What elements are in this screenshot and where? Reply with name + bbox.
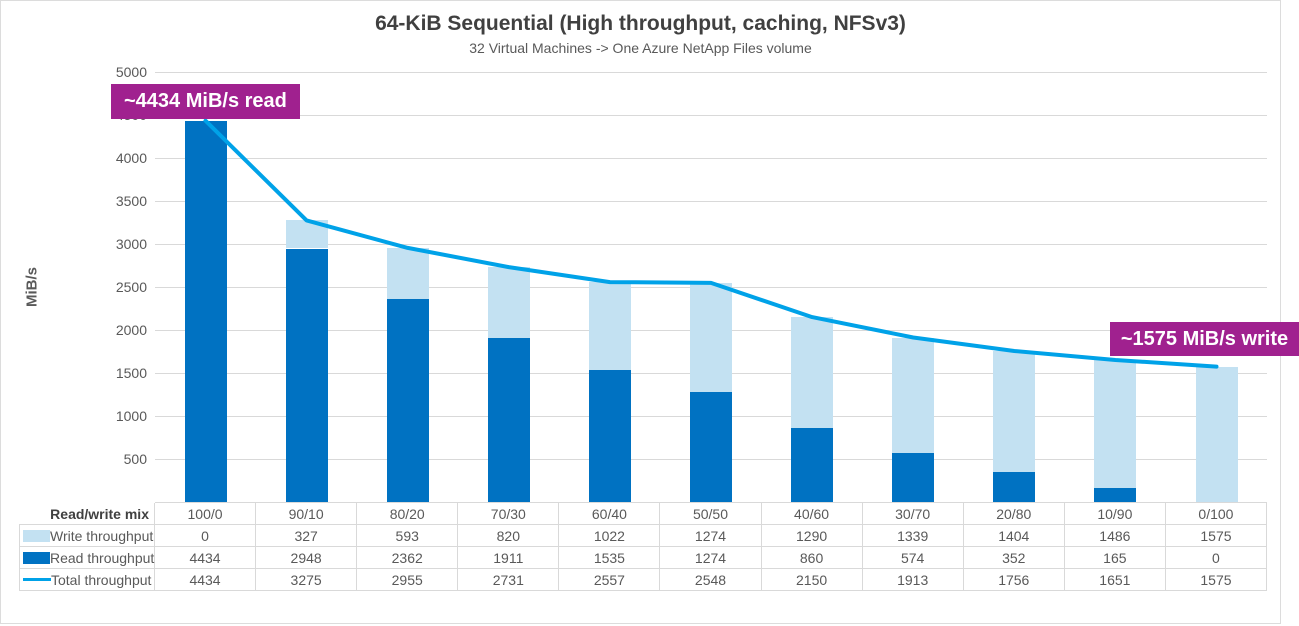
read-bar-segment	[386, 298, 429, 502]
value-cell: 574	[862, 547, 964, 569]
series-label-cell: Write throughput	[19, 525, 155, 547]
y-tick-label: 2500	[115, 279, 147, 295]
category-cell: 80/20	[357, 503, 459, 525]
value-cell: 1339	[862, 525, 964, 547]
read-bar-segment	[588, 370, 631, 502]
category-cell: 50/50	[660, 503, 762, 525]
read-annotation-callout: ~4434 MiB/s read	[111, 84, 300, 119]
total-line-swatch-icon	[23, 578, 51, 581]
series-label: Read throughput	[50, 549, 155, 566]
write-bar-segment	[1094, 360, 1137, 488]
category-cell: 10/90	[1064, 503, 1166, 525]
value-cell: 2731	[458, 569, 560, 591]
value-cell: 860	[761, 547, 863, 569]
write-bar-segment	[487, 267, 530, 338]
read-bar-segment	[791, 428, 834, 502]
value-cell: 2150	[761, 569, 863, 591]
gridline	[155, 115, 1267, 116]
value-cell: 1022	[559, 525, 661, 547]
value-cell: 2362	[357, 547, 459, 569]
value-cell: 1290	[761, 525, 863, 547]
data-table: Read/write mix 100/0 90/10 80/20 70/30 60/40 5…	[19, 503, 1267, 591]
mix-header-cell: Read/write mix	[19, 503, 155, 525]
read-bar-segment	[1094, 487, 1137, 502]
read-bar-segment	[993, 471, 1036, 502]
plot-area	[155, 72, 1267, 503]
value-cell: 2955	[357, 569, 459, 591]
gridline	[155, 72, 1267, 73]
value-cell: 1404	[963, 525, 1065, 547]
gridline	[155, 158, 1267, 159]
category-cell: 60/40	[559, 503, 661, 525]
y-tick-label: 1500	[115, 365, 147, 381]
chart-title: 64-KiB Sequential (High throughput, cach…	[375, 12, 906, 35]
read-bar-segment	[892, 452, 935, 502]
write-bar-segment	[892, 337, 935, 453]
category-cell: 100/0	[155, 503, 257, 525]
value-cell: 0	[1165, 547, 1267, 569]
write-bar-segment	[588, 282, 631, 370]
value-cell: 1575	[1165, 525, 1267, 547]
category-cell: 0/100	[1165, 503, 1267, 525]
write-bar-segment	[285, 220, 328, 249]
write-bar-segment	[1195, 366, 1238, 502]
y-tick-label: 500	[123, 451, 147, 467]
value-cell: 1274	[660, 547, 762, 569]
category-cell: 20/80	[963, 503, 1065, 525]
category-cell: 30/70	[862, 503, 964, 525]
y-axis-ticks: 500100015002000250030003500400045005000	[0, 64, 147, 502]
y-tick-label: 3000	[115, 236, 147, 252]
series-label: Write throughput	[50, 527, 154, 544]
value-cell: 4434	[155, 547, 257, 569]
value-cell: 327	[256, 525, 358, 547]
y-tick-label: 3500	[115, 193, 147, 209]
gridline	[155, 201, 1267, 202]
write-bar-segment	[993, 351, 1036, 472]
y-tick-label: 1000	[115, 408, 147, 424]
series-label: Total throughput	[51, 571, 152, 588]
category-cell: 70/30	[458, 503, 560, 525]
value-cell: 820	[458, 525, 560, 547]
write-bar-segment	[386, 247, 429, 299]
value-cell: 3275	[256, 569, 358, 591]
value-cell: 0	[155, 525, 257, 547]
chart-subtitle: 32 Virtual Machines -> One Azure NetApp …	[469, 40, 812, 56]
value-cell: 593	[357, 525, 459, 547]
read-bar-segment	[690, 392, 732, 502]
read-bar-swatch-icon	[23, 551, 50, 564]
write-bar-swatch-icon	[23, 529, 50, 542]
category-cell: 40/60	[761, 503, 863, 525]
value-cell: 1756	[963, 569, 1065, 591]
value-cell: 1913	[862, 569, 964, 591]
read-bar-segment	[184, 120, 227, 502]
y-tick-label: 2000	[115, 322, 147, 338]
value-cell: 1911	[458, 547, 560, 569]
series-label-cell: Read throughput	[19, 547, 155, 569]
value-cell: 1575	[1165, 569, 1267, 591]
write-annotation-callout: ~1575 MiB/s write	[1110, 322, 1299, 356]
value-cell: 1651	[1064, 569, 1166, 591]
read-bar-segment	[285, 248, 328, 502]
write-bar-segment	[791, 317, 834, 428]
value-cell: 2548	[660, 569, 762, 591]
value-cell: 1274	[660, 525, 762, 547]
value-cell: 1535	[559, 547, 661, 569]
category-cell: 90/10	[256, 503, 358, 525]
value-cell: 2948	[256, 547, 358, 569]
value-cell: 1486	[1064, 525, 1166, 547]
value-cell: 165	[1064, 547, 1166, 569]
y-tick-label: 4000	[115, 150, 147, 166]
value-cell: 4434	[155, 569, 257, 591]
write-bar-segment	[690, 282, 732, 393]
series-label-cell: Total throughput	[19, 569, 155, 591]
value-cell: 352	[963, 547, 1065, 569]
read-bar-segment	[487, 337, 530, 502]
value-cell: 2557	[559, 569, 661, 591]
y-tick-label: 5000	[115, 64, 147, 80]
